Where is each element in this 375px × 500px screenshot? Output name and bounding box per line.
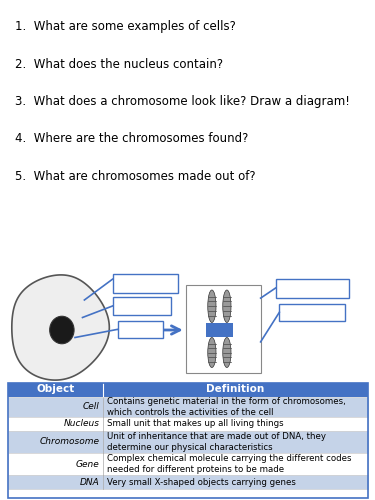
FancyBboxPatch shape	[8, 396, 368, 416]
Text: Nucleus: Nucleus	[63, 420, 99, 428]
FancyBboxPatch shape	[112, 274, 178, 292]
Text: Chromosome: Chromosome	[39, 438, 99, 446]
Text: Very small X-shaped objects carrying genes: Very small X-shaped objects carrying gen…	[107, 478, 296, 487]
Text: Contains genetic material in the form of chromosomes,
which controls the activit: Contains genetic material in the form of…	[107, 396, 346, 416]
FancyBboxPatch shape	[8, 382, 368, 396]
FancyBboxPatch shape	[279, 304, 345, 321]
Text: Unit of inheritance that are made out of DNA, they
determine our physical charac: Unit of inheritance that are made out of…	[107, 432, 326, 452]
Ellipse shape	[208, 338, 216, 368]
Text: 4.  Where are the chromosomes found?: 4. Where are the chromosomes found?	[15, 132, 248, 145]
Text: Object: Object	[36, 384, 74, 394]
FancyBboxPatch shape	[186, 285, 261, 372]
Text: Small unit that makes up all living things: Small unit that makes up all living thin…	[107, 420, 284, 428]
FancyBboxPatch shape	[112, 297, 171, 315]
Text: Definition: Definition	[206, 384, 264, 394]
Text: 2.  What does the nucleus contain?: 2. What does the nucleus contain?	[15, 58, 223, 70]
FancyBboxPatch shape	[8, 416, 368, 431]
Text: 5.  What are chromosomes made out of?: 5. What are chromosomes made out of?	[15, 170, 256, 183]
Ellipse shape	[208, 290, 216, 322]
Ellipse shape	[223, 290, 231, 322]
FancyBboxPatch shape	[8, 453, 368, 475]
Ellipse shape	[223, 338, 231, 368]
Text: Cell: Cell	[82, 402, 99, 411]
FancyBboxPatch shape	[118, 321, 163, 338]
FancyBboxPatch shape	[206, 323, 232, 337]
FancyBboxPatch shape	[276, 278, 349, 297]
Polygon shape	[12, 275, 110, 380]
Text: Gene: Gene	[76, 460, 99, 468]
FancyBboxPatch shape	[8, 476, 368, 490]
Text: 1.  What are some examples of cells?: 1. What are some examples of cells?	[15, 20, 236, 33]
Text: 3.  What does a chromosome look like? Draw a diagram!: 3. What does a chromosome look like? Dra…	[15, 95, 350, 108]
FancyBboxPatch shape	[8, 431, 368, 453]
Ellipse shape	[50, 316, 74, 344]
Text: DNA: DNA	[80, 478, 99, 487]
Text: Complex chemical molecule carrying the different codes
needed for different prot: Complex chemical molecule carrying the d…	[107, 454, 351, 474]
